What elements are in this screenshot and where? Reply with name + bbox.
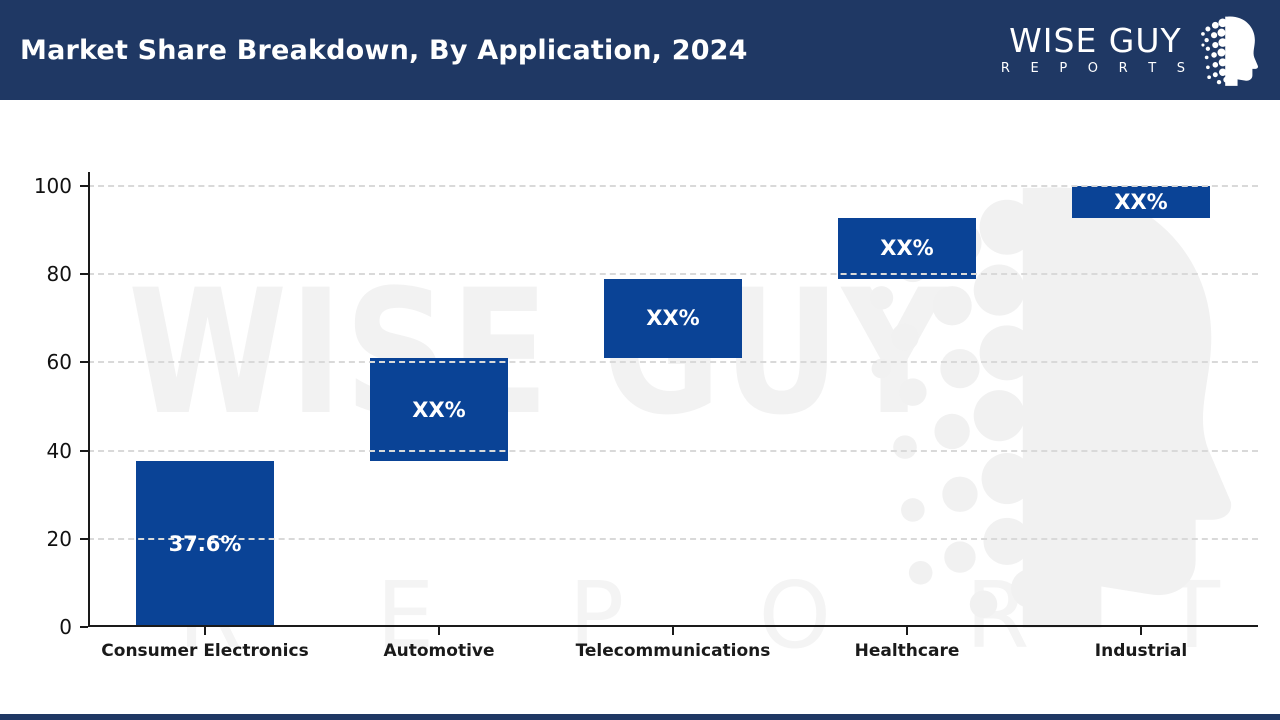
x-axis-tick [1140,627,1142,635]
y-axis-tick [80,185,88,187]
plot-area: WISE GUY R E P O R T S 02040608010037.6%… [34,172,1280,662]
y-axis-tick-label: 80 [46,262,72,287]
gridline [88,537,1258,540]
gridline [88,185,1258,187]
gridline [88,273,1258,276]
bar-value-label: XX% [646,306,700,331]
x-axis-tick [438,627,440,635]
page-title: Market Share Breakdown, By Application, … [20,34,748,66]
y-axis-tick [80,361,88,364]
x-axis-tick [672,627,674,635]
brand-logo-text: WISE GUY R E P O R T S [997,24,1194,76]
brand-subname: R E P O R T S [1000,61,1194,76]
x-axis-tick-label: Industrial [1094,641,1188,661]
x-axis-tick-label: Healthcare [854,641,960,661]
y-axis-tick [80,626,88,628]
header-band: Market Share Breakdown, By Application, … [0,0,1280,100]
waterfall-bar [370,357,508,462]
y-axis-tick-label: 40 [46,438,72,463]
brand-name: WISE GUY [1009,21,1182,60]
y-axis-tick [80,449,88,452]
gridline [88,361,1258,364]
watermark-brand-name: WISE GUY [128,252,949,453]
y-axis-tick-label: 0 [59,615,72,639]
waterfall-bar [604,278,742,358]
x-axis-tick [906,627,908,635]
y-axis-tick-label: 20 [46,526,72,551]
y-axis-tick [80,537,88,540]
footer-bar [0,714,1280,720]
brand-head-icon [1201,16,1259,86]
y-axis-tick-label: 100 [33,174,72,198]
bar-value-label: XX% [880,236,934,261]
x-axis-tick-label: Telecommunications [575,641,771,661]
bar-value-label: XX% [1114,189,1168,214]
x-axis-tick-label: Automotive [383,641,495,661]
x-axis-tick [204,627,206,635]
waterfall-bar [136,461,274,627]
brand-logo: WISE GUY R E P O R T S [997,12,1266,88]
gridline [88,449,1258,452]
bar-value-label: 37.6% [168,532,242,557]
y-axis-tick-label: 60 [46,350,72,375]
x-axis-tick-label: Consumer Electronics [101,641,309,661]
bar-value-label: XX% [412,397,466,422]
y-axis-tick [80,273,88,276]
